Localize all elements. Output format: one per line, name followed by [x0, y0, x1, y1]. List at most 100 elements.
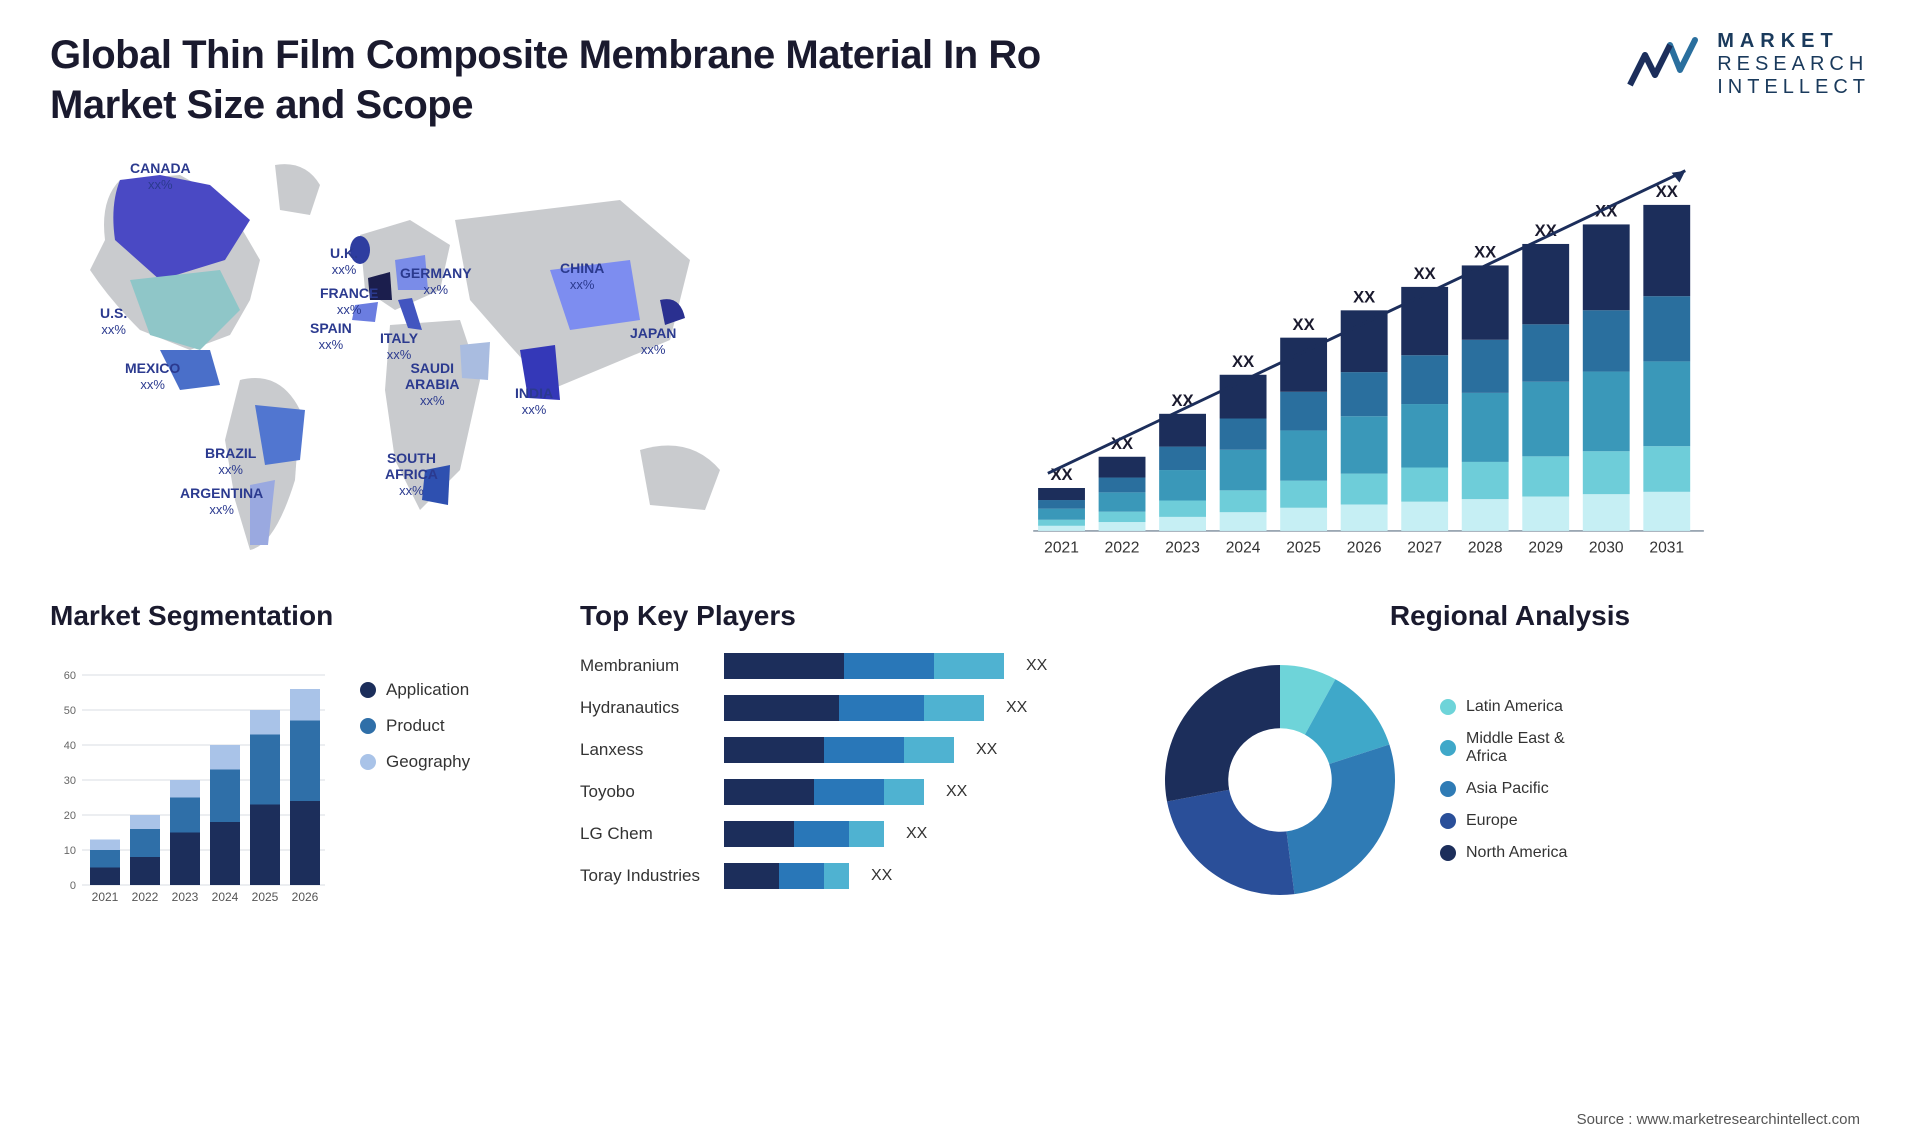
player-value: XX: [976, 741, 997, 759]
country-label: ITALYxx%: [380, 330, 418, 363]
growth-bar-seg: [1038, 500, 1085, 509]
growth-bar-seg: [1462, 340, 1509, 393]
segmentation-section: Market Segmentation 01020304050602021202…: [50, 600, 530, 910]
player-row: ToyoboXX: [580, 776, 1100, 808]
seg-ytick: 50: [64, 705, 76, 717]
regional-title: Regional Analysis: [1150, 600, 1870, 632]
country-label: SOUTHAFRICAxx%: [385, 450, 438, 499]
growth-bar-seg: [1159, 447, 1206, 470]
growth-bar-seg: [1099, 492, 1146, 511]
bottom-row: Market Segmentation 01020304050602021202…: [50, 600, 1870, 910]
country-label: INDIAxx%: [515, 385, 553, 418]
source-text: Source : www.marketresearchintellect.com: [1577, 1111, 1860, 1128]
growth-bar-seg: [1522, 244, 1569, 324]
player-bar-seg: [779, 863, 824, 889]
growth-bar-seg: [1462, 393, 1509, 462]
growth-bar-seg: [1462, 265, 1509, 339]
brand-logo: MARKET RESEARCH INTELLECT: [1625, 30, 1870, 99]
country-label: BRAZILxx%: [205, 445, 256, 478]
legend-item: North America: [1440, 844, 1567, 862]
regional-legend: Latin America Middle East &Africa Asia Pac…: [1440, 698, 1567, 862]
growth-bar-seg: [1038, 520, 1085, 526]
growth-bar-seg: [1220, 512, 1267, 531]
seg-bar-seg: [130, 857, 160, 885]
player-bar-seg: [724, 779, 814, 805]
legend-dot: [360, 754, 376, 770]
seg-ytick: 0: [70, 880, 76, 892]
seg-year: 2022: [132, 890, 159, 904]
growth-year: 2030: [1589, 539, 1624, 556]
seg-ytick: 20: [64, 810, 76, 822]
segmentation-legend: ApplicationProductGeography: [360, 650, 470, 910]
players-title: Top Key Players: [580, 600, 1100, 632]
growth-bar-seg: [1401, 468, 1448, 502]
seg-bar-seg: [250, 805, 280, 886]
player-value: XX: [1006, 699, 1027, 717]
seg-bar-seg: [290, 801, 320, 885]
growth-year: 2025: [1286, 539, 1321, 556]
donut-slice: [1165, 665, 1280, 802]
legend-dot: [360, 718, 376, 734]
legend-item: Europe: [1440, 812, 1567, 830]
seg-bar-seg: [290, 721, 320, 802]
map-usa: [130, 270, 240, 350]
player-value: XX: [1026, 657, 1047, 675]
seg-bar-seg: [210, 745, 240, 770]
growth-year: 2026: [1347, 539, 1382, 556]
player-row: Hydranautics XX: [580, 692, 1100, 724]
player-row: LanxessXX: [580, 734, 1100, 766]
country-label: SAUDIARABIAxx%: [405, 360, 459, 409]
country-label: JAPANxx%: [630, 325, 676, 358]
seg-year: 2024: [212, 890, 239, 904]
player-bar-seg: [724, 821, 794, 847]
player-bar: [724, 863, 849, 889]
seg-ytick: 40: [64, 740, 76, 752]
player-bar: [724, 653, 1004, 679]
seg-ytick: 60: [64, 670, 76, 682]
growth-bar-seg: [1462, 462, 1509, 499]
growth-bar-seg: [1280, 481, 1327, 508]
player-bar-seg: [849, 821, 884, 847]
growth-bar-seg: [1401, 355, 1448, 404]
growth-year: 2021: [1044, 539, 1079, 556]
growth-value: XX: [1656, 182, 1678, 201]
legend-label: Latin America: [1466, 698, 1563, 716]
page-title: Global Thin Film Composite Membrane Mate…: [50, 30, 1150, 130]
growth-bar-seg: [1643, 492, 1690, 531]
player-row: Membranium XX: [580, 650, 1100, 682]
player-name: Toray Industries: [580, 866, 710, 886]
growth-value: XX: [1293, 315, 1315, 334]
player-bar-seg: [884, 779, 924, 805]
player-bar: [724, 779, 924, 805]
regional-donut: [1150, 650, 1410, 910]
growth-chart: XX2021XX2022XX2023XX2024XX2025XX2026XX20…: [870, 150, 1870, 570]
player-name: Membranium: [580, 656, 710, 676]
seg-ytick: 10: [64, 845, 76, 857]
seg-bar-seg: [250, 710, 280, 735]
regional-section: Regional Analysis Latin America Middle Ea…: [1150, 600, 1870, 910]
player-bar-seg: [794, 821, 849, 847]
growth-bar-seg: [1099, 522, 1146, 531]
growth-year: 2024: [1226, 539, 1261, 556]
country-label: CANADAxx%: [130, 160, 191, 193]
legend-item: Asia Pacific: [1440, 780, 1567, 798]
player-bar-seg: [814, 779, 884, 805]
growth-year: 2028: [1468, 539, 1503, 556]
segmentation-chart: 0102030405060202120222023202420252026: [50, 650, 330, 910]
legend-label: North America: [1466, 844, 1567, 862]
legend-dot: [1440, 699, 1456, 715]
growth-bar-seg: [1159, 470, 1206, 500]
legend-label: Geography: [386, 752, 470, 772]
player-name: Hydranautics: [580, 698, 710, 718]
seg-bar-seg: [170, 833, 200, 886]
seg-bar-seg: [170, 798, 200, 833]
player-bar-seg: [934, 653, 1004, 679]
legend-label: Middle East &Africa: [1466, 730, 1565, 766]
country-label: ARGENTINAxx%: [180, 485, 263, 518]
growth-bar-seg: [1522, 456, 1569, 496]
country-label: MEXICOxx%: [125, 360, 180, 393]
growth-bar-seg: [1280, 392, 1327, 431]
growth-bar-seg: [1583, 372, 1630, 452]
growth-value: XX: [1414, 264, 1436, 283]
segmentation-title: Market Segmentation: [50, 600, 530, 632]
